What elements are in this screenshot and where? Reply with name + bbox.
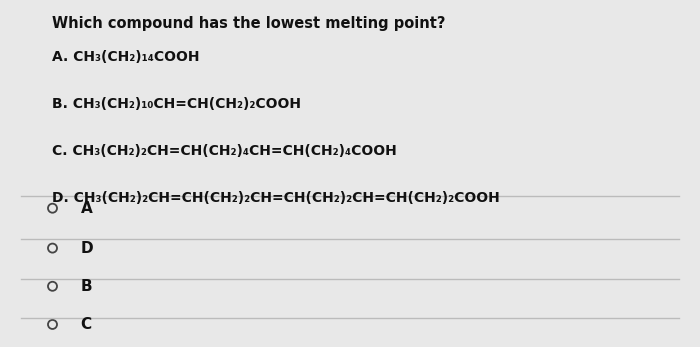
Text: D: D xyxy=(80,240,93,256)
Text: B: B xyxy=(80,279,92,294)
Text: B. CH₃(CH₂)₁₀CH=CH(CH₂)₂COOH: B. CH₃(CH₂)₁₀CH=CH(CH₂)₂COOH xyxy=(52,97,302,111)
Text: D. CH₃(CH₂)₂CH=CH(CH₂)₂CH=CH(CH₂)₂CH=CH(CH₂)₂COOH: D. CH₃(CH₂)₂CH=CH(CH₂)₂CH=CH(CH₂)₂CH=CH(… xyxy=(52,191,500,205)
Text: A: A xyxy=(80,201,92,216)
Text: C: C xyxy=(80,317,92,332)
Text: Which compound has the lowest melting point?: Which compound has the lowest melting po… xyxy=(52,16,446,31)
Text: C. CH₃(CH₂)₂CH=CH(CH₂)₄CH=CH(CH₂)₄COOH: C. CH₃(CH₂)₂CH=CH(CH₂)₄CH=CH(CH₂)₄COOH xyxy=(52,144,398,158)
Text: A. CH₃(CH₂)₁₄COOH: A. CH₃(CH₂)₁₄COOH xyxy=(52,50,200,64)
